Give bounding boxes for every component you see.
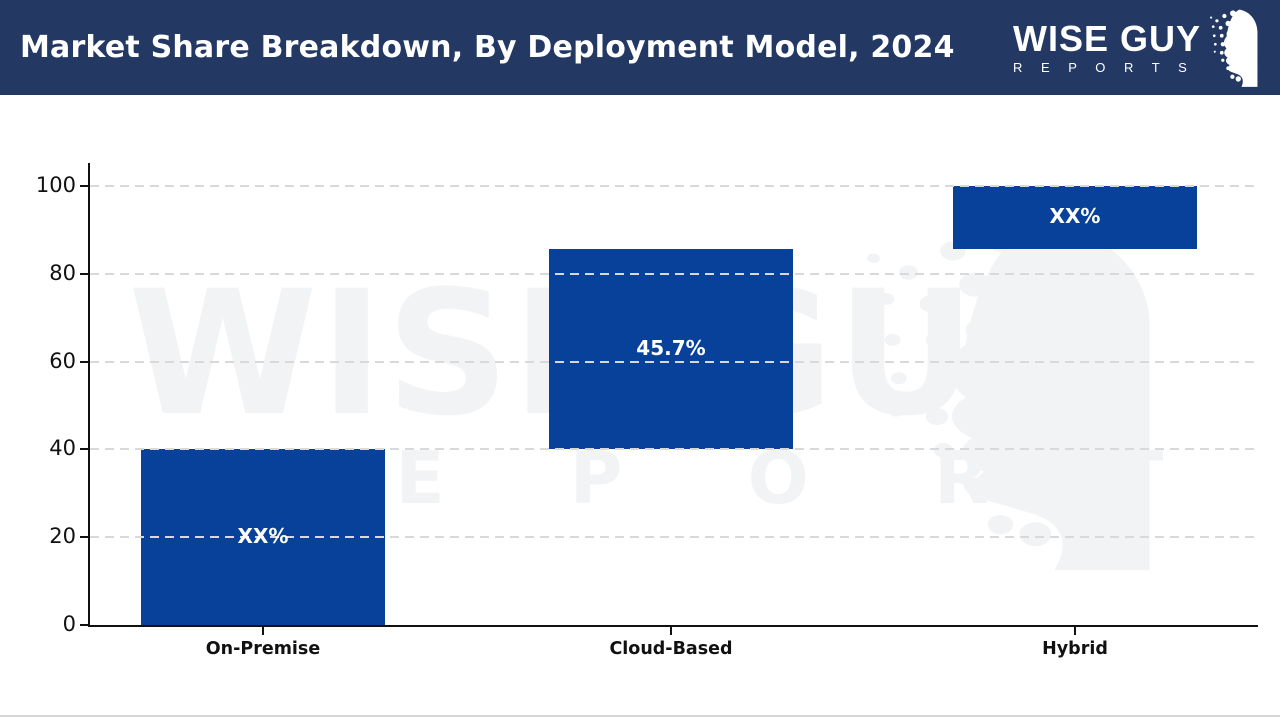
gridline-y80 xyxy=(90,272,1256,275)
x-tick-on-premise xyxy=(262,627,264,635)
logo-head-icon xyxy=(1210,9,1258,87)
x-tick-label-hybrid: Hybrid xyxy=(1042,639,1108,659)
x-axis-line xyxy=(88,625,1258,627)
y-tick-0 xyxy=(80,624,88,626)
page-title: Market Share Breakdown, By Deployment Mo… xyxy=(20,30,955,65)
wise-guy-reports-logo: WISE GUY R E P O R T S xyxy=(1013,8,1262,88)
y-tick-40 xyxy=(80,448,88,451)
y-tick-100 xyxy=(80,185,88,187)
logo-wordmark: WISE GUY xyxy=(1012,17,1201,59)
bar-cloud-based xyxy=(549,248,793,450)
watermark-head-icon xyxy=(867,222,1150,571)
y-tick-20 xyxy=(80,536,88,539)
gridline-y20 xyxy=(90,536,1256,539)
y-tick-label-100: 100 xyxy=(35,173,76,197)
bar-value-label-on-premise: XX% xyxy=(237,524,289,549)
y-tick-60 xyxy=(80,360,88,363)
x-tick-label-on-premise: On-Premise xyxy=(205,639,321,659)
y-axis-line xyxy=(88,163,90,627)
bar-value-label-cloud-based: 45.7% xyxy=(636,336,706,361)
y-tick-label-20: 20 xyxy=(49,524,76,549)
bar-value-label-hybrid: XX% xyxy=(1049,204,1101,229)
x-tick-cloud-based xyxy=(670,627,672,635)
logo-subtitle: R E P O R T S xyxy=(1012,59,1195,75)
y-tick-label-0: 0 xyxy=(62,612,76,636)
gridline-y40 xyxy=(90,448,1256,451)
y-tick-label-40: 40 xyxy=(49,436,76,461)
gridline-y60 xyxy=(90,360,1256,363)
bottom-divider xyxy=(0,715,1280,717)
bar-hybrid xyxy=(953,186,1197,249)
logo-text: WISE GUY R E P O R T S xyxy=(1012,17,1201,75)
header-bar: Market Share Breakdown, By Deployment Mo… xyxy=(0,0,1280,95)
y-tick-80 xyxy=(80,272,88,275)
x-tick-label-cloud-based: Cloud-Based xyxy=(609,639,733,659)
gridline-y100 xyxy=(90,185,1256,187)
y-tick-label-80: 80 xyxy=(49,260,76,285)
x-tick-hybrid xyxy=(1074,627,1076,635)
y-tick-label-60: 60 xyxy=(49,348,76,373)
